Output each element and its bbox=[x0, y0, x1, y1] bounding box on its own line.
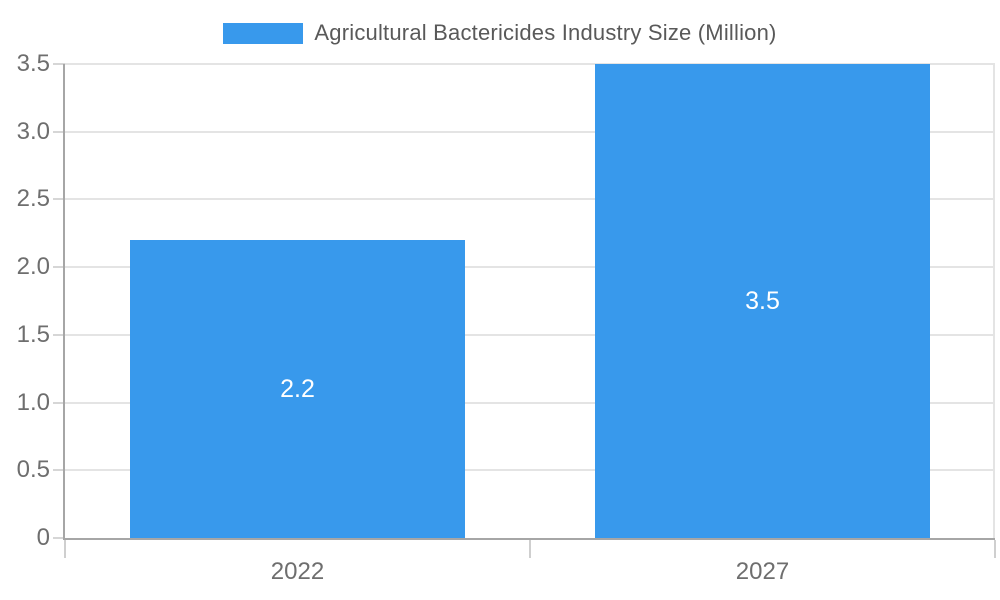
y-tick-label: 3.5 bbox=[16, 50, 50, 77]
x-boundary-tick bbox=[64, 540, 66, 558]
x-tick-label: 2022 bbox=[270, 558, 325, 585]
y-tick bbox=[53, 266, 65, 269]
y-tick bbox=[53, 333, 65, 336]
gridline bbox=[65, 266, 995, 269]
y-tick-label: 0.5 bbox=[16, 456, 50, 484]
legend-label: Agricultural Bactericides Industry Size … bbox=[314, 20, 777, 45]
plot-right-border bbox=[993, 64, 995, 538]
y-tick-label: 2.0 bbox=[16, 253, 50, 281]
y-tick bbox=[53, 130, 65, 133]
y-axis-line bbox=[63, 64, 65, 538]
y-tick-label: 1.5 bbox=[16, 320, 50, 348]
x-tick-label: 2027 bbox=[735, 558, 790, 585]
y-tick bbox=[53, 401, 65, 404]
gridline bbox=[65, 130, 995, 133]
y-tick-label: 3.0 bbox=[16, 117, 50, 145]
gridline bbox=[65, 401, 995, 404]
y-tick bbox=[53, 63, 65, 65]
gridline bbox=[65, 469, 995, 472]
x-boundary-tick bbox=[994, 540, 996, 558]
bar bbox=[130, 240, 465, 538]
legend-swatch bbox=[223, 22, 304, 44]
bar bbox=[595, 64, 930, 538]
bar-value-label: 3.5 bbox=[745, 287, 780, 315]
x-boundary-tick bbox=[529, 540, 531, 558]
y-tick-label: 2.5 bbox=[16, 185, 50, 213]
y-tick bbox=[53, 537, 65, 539]
y-tick-label: 1.0 bbox=[16, 388, 50, 416]
bar-value-label: 2.2 bbox=[280, 375, 315, 404]
x-axis-line bbox=[63, 538, 995, 540]
y-tick bbox=[53, 198, 65, 201]
y-tick bbox=[53, 469, 65, 472]
legend: Agricultural Bactericides Industry Size … bbox=[0, 14, 1000, 52]
gridline bbox=[65, 63, 995, 65]
gridline bbox=[65, 333, 995, 336]
gridline bbox=[65, 198, 995, 201]
y-tick-label: 0 bbox=[36, 524, 50, 551]
